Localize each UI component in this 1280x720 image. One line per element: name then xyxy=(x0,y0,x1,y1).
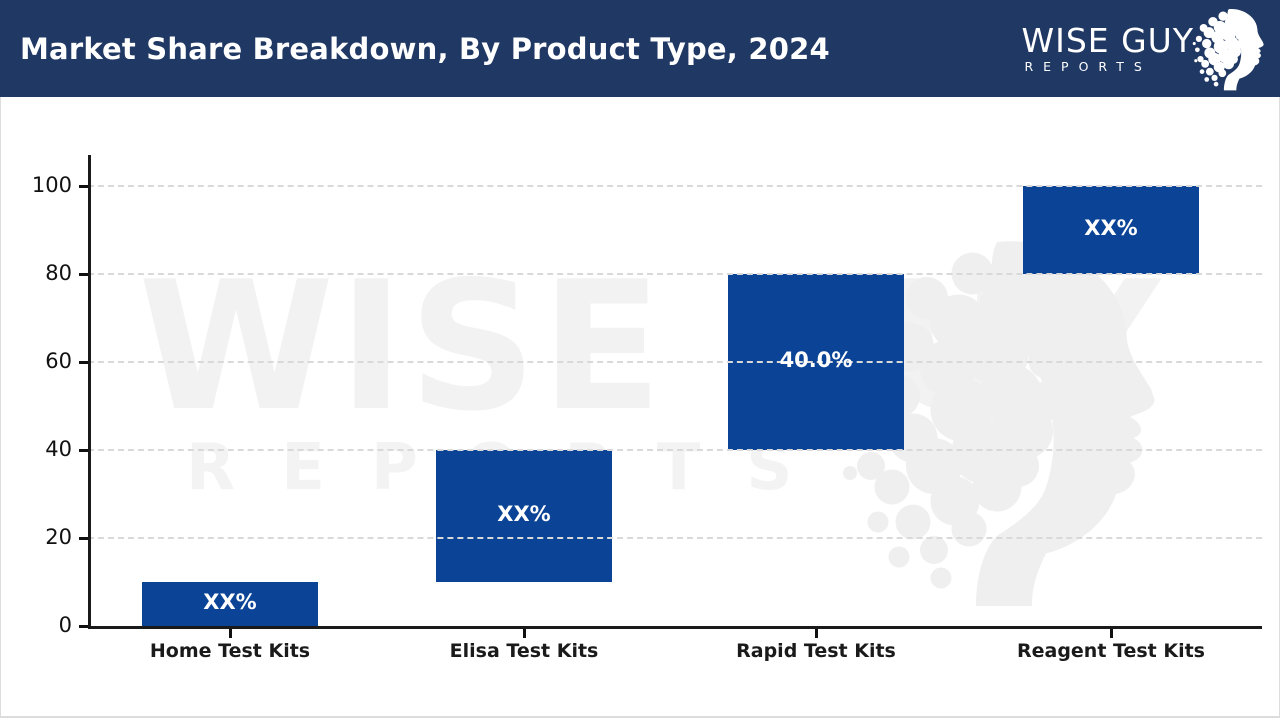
y-tick-label: 40 xyxy=(45,437,72,461)
x-tick-mark xyxy=(523,629,526,638)
x-category-label: Rapid Test Kits xyxy=(736,640,896,662)
bar-value-label: 40.0% xyxy=(779,348,853,372)
x-tick-mark xyxy=(815,629,818,638)
bar-segment xyxy=(142,582,318,626)
brand-subname: REPORTS xyxy=(1024,58,1152,74)
gridline-20 xyxy=(88,537,1262,539)
bar-value-label: XX% xyxy=(497,502,551,526)
x-tick-mark xyxy=(229,629,232,638)
y-tick-mark xyxy=(79,449,88,452)
y-tick-mark xyxy=(79,625,88,628)
y-tick-mark xyxy=(79,185,88,188)
bar-segment xyxy=(1023,186,1199,274)
y-tick-mark xyxy=(79,273,88,276)
gridline-80 xyxy=(88,273,1262,275)
x-tick-mark xyxy=(1110,629,1113,638)
y-tick-mark xyxy=(79,537,88,540)
bar-value-label: XX% xyxy=(1084,216,1138,240)
bar-segment xyxy=(436,450,612,582)
brand-name: WISE GUY xyxy=(1021,20,1194,60)
gridline-100 xyxy=(88,185,1262,187)
brand-logo: WISE GUY REPORTS xyxy=(1021,6,1280,92)
brand-logo-text: WISE GUY REPORTS xyxy=(1021,24,1194,74)
bottom-border xyxy=(0,716,1280,718)
x-category-label: Elisa Test Kits xyxy=(449,640,599,662)
y-axis-line xyxy=(88,155,91,629)
left-border xyxy=(0,97,1,718)
gridline-40 xyxy=(88,449,1262,451)
x-category-label: Reagent Test Kits xyxy=(1016,640,1205,662)
gridline-60 xyxy=(88,361,1262,363)
y-tick-label: 60 xyxy=(45,349,72,373)
x-category-label: Home Test Kits xyxy=(149,640,311,662)
y-tick-label: 20 xyxy=(45,525,72,549)
y-tick-label: 100 xyxy=(31,173,72,197)
y-tick-label: 80 xyxy=(45,261,72,285)
x-axis-line xyxy=(88,626,1262,629)
page-title: Market Share Breakdown, By Product Type,… xyxy=(20,31,830,66)
bar-value-label: XX% xyxy=(203,590,257,614)
y-tick-label: 0 xyxy=(58,613,72,637)
header-bar: Market Share Breakdown, By Product Type,… xyxy=(0,0,1280,97)
y-tick-mark xyxy=(79,361,88,364)
